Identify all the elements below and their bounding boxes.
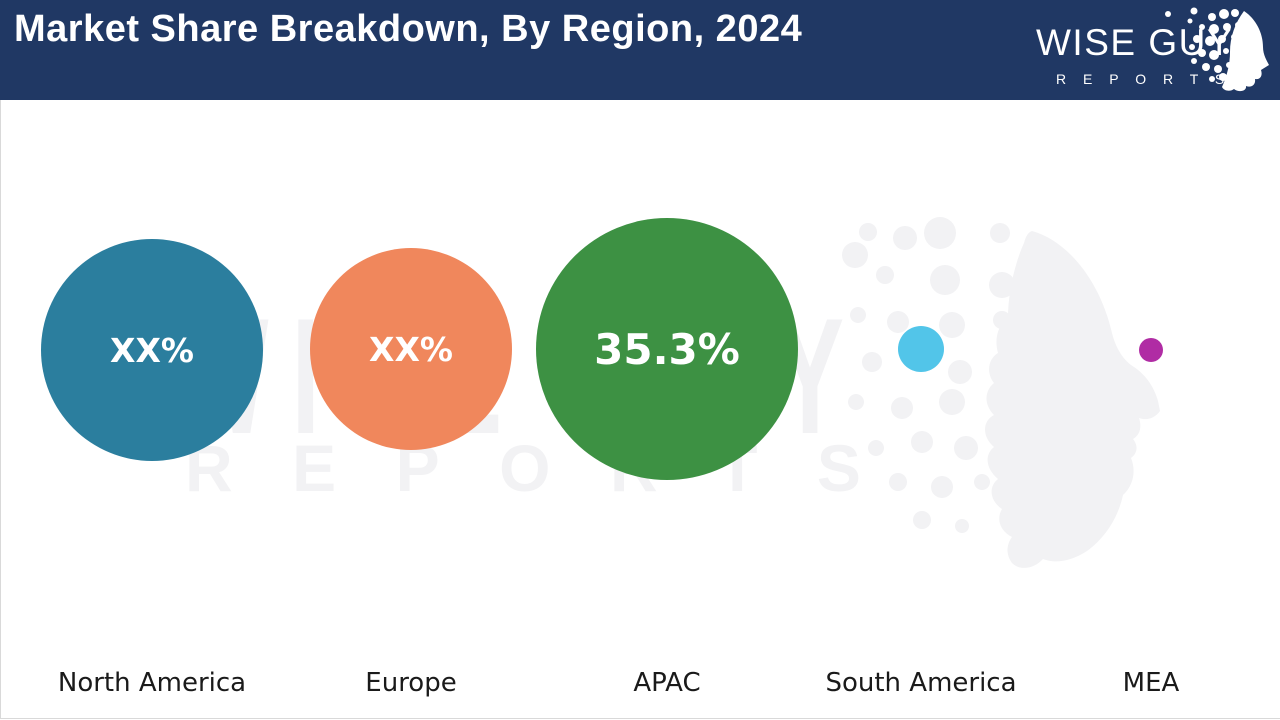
category-label-south-america: South America: [825, 668, 1017, 698]
watermark-head-icon: [842, 217, 1160, 568]
wise-guy-reports-logo: WISE GUY R E P O R T S: [1036, 7, 1269, 92]
plot-area: [0, 100, 1280, 719]
category-label-north-america: North America: [57, 668, 247, 698]
category-label-apac: APAC: [633, 668, 701, 698]
bubble-value-europe: XX%: [369, 329, 453, 369]
watermark-letter: O: [499, 431, 551, 505]
bubble-north-america: XX%: [41, 239, 263, 461]
bubble-value-north-america: XX%: [110, 330, 194, 370]
category-label-mea: MEA: [1122, 668, 1180, 698]
logo-subtext: R E P O R T S: [1056, 71, 1231, 87]
bubble-south-america: [898, 326, 944, 372]
bubble-apac: 35.3%: [536, 218, 798, 480]
category-label-europe: Europe: [365, 668, 457, 698]
logo-wordmark: WISE GUY: [1036, 22, 1233, 63]
bubble-value-apac: 35.3%: [594, 324, 740, 374]
header-banner: Market Share Breakdown, By Region, 2024 …: [0, 0, 1280, 100]
watermark-letter: E: [292, 431, 337, 505]
page-title: Market Share Breakdown, By Region, 2024: [14, 8, 803, 50]
bubble-mea: [1139, 338, 1163, 362]
logo-head-icon: [1165, 7, 1269, 92]
watermark-letter: S: [816, 431, 861, 505]
bubble-europe: XX%: [310, 248, 512, 450]
